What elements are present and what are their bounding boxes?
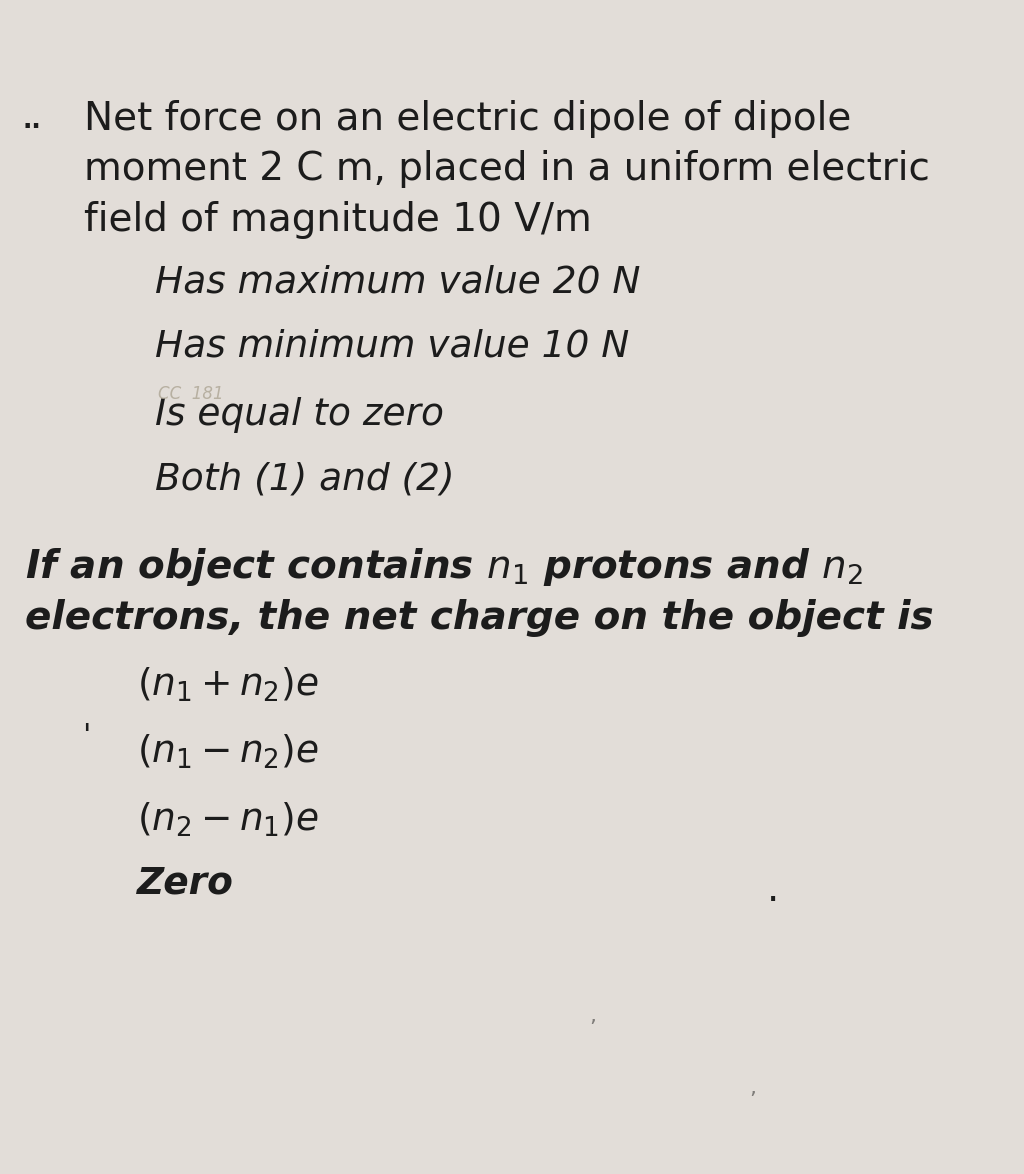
Text: moment 2 C m, placed in a uniform electric: moment 2 C m, placed in a uniform electr…: [84, 150, 930, 188]
Text: ,: ,: [590, 1006, 597, 1026]
Text: Both (1) and (2): Both (1) and (2): [156, 461, 455, 498]
Text: Zero: Zero: [137, 865, 234, 902]
Text: ': ': [83, 722, 91, 751]
Text: CC  181: CC 181: [158, 385, 223, 403]
Text: $(n_2 - n_1)e$: $(n_2 - n_1)e$: [137, 801, 319, 839]
Text: Is equal to zero: Is equal to zero: [156, 397, 444, 433]
Text: Has maximum value 20 N: Has maximum value 20 N: [156, 264, 641, 301]
Text: ..: ..: [23, 109, 41, 133]
Text: ,: ,: [750, 1078, 757, 1098]
Text: field of magnitude 10 V/m: field of magnitude 10 V/m: [84, 201, 592, 238]
Text: .: .: [767, 871, 779, 909]
Text: electrons, the net charge on the object is: electrons, the net charge on the object …: [25, 599, 934, 636]
Text: Has minimum value 10 N: Has minimum value 10 N: [156, 329, 630, 365]
Text: If an object contains $n_1$ protons and $n_2$: If an object contains $n_1$ protons and …: [25, 546, 863, 588]
Text: $(n_1 - n_2)e$: $(n_1 - n_2)e$: [137, 733, 319, 771]
Text: $(n_1 + n_2)e$: $(n_1 + n_2)e$: [137, 666, 319, 704]
Text: Net force on an electric dipole of dipole: Net force on an electric dipole of dipol…: [84, 100, 852, 137]
